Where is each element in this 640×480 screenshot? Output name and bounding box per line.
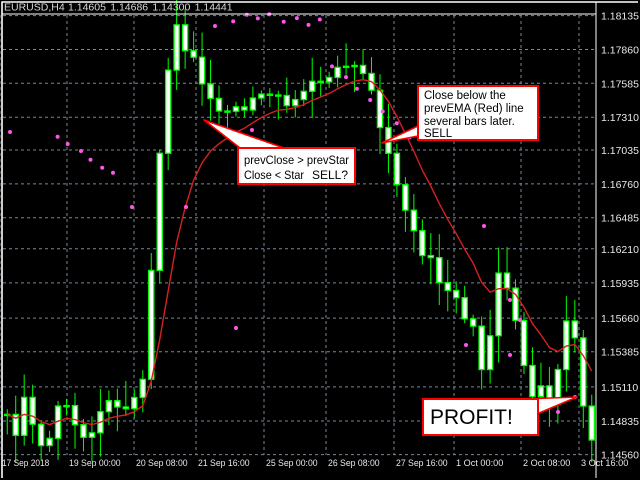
svg-text:1.14835: 1.14835 xyxy=(601,416,639,428)
svg-text:1.16485: 1.16485 xyxy=(601,213,639,225)
svg-text:1.14686: 1.14686 xyxy=(110,2,148,14)
svg-text:17 Sep 2018: 17 Sep 2018 xyxy=(2,458,49,468)
svg-text:1.14605: 1.14605 xyxy=(68,2,106,14)
svg-text:1.15660: 1.15660 xyxy=(601,313,639,325)
svg-text:27 Sep 16:00: 27 Sep 16:00 xyxy=(396,458,448,468)
svg-text:several bars later.: several bars later. xyxy=(424,116,515,128)
svg-text:SELL: SELL xyxy=(424,128,453,140)
svg-text:3 Oct 16:00: 3 Oct 16:00 xyxy=(581,458,628,468)
svg-text:1.16760: 1.16760 xyxy=(601,179,639,191)
svg-text:19 Sep 00:00: 19 Sep 00:00 xyxy=(69,458,121,468)
svg-text:2 Oct 08:00: 2 Oct 08:00 xyxy=(523,458,570,468)
svg-text:1 Oct 00:00: 1 Oct 00:00 xyxy=(456,458,503,468)
svg-text:Close below the: Close below the xyxy=(424,90,506,102)
svg-text:21 Sep 16:00: 21 Sep 16:00 xyxy=(198,458,250,468)
svg-text:1.15935: 1.15935 xyxy=(601,278,639,290)
svg-text:1.17035: 1.17035 xyxy=(601,145,639,157)
svg-text:1.14300: 1.14300 xyxy=(152,2,190,14)
svg-text:Close < Star: Close < Star xyxy=(244,168,304,182)
svg-text:1.16210: 1.16210 xyxy=(601,244,639,256)
svg-text:EURUSD,H4: EURUSD,H4 xyxy=(4,2,65,14)
svg-text:20 Sep 08:00: 20 Sep 08:00 xyxy=(136,458,188,468)
svg-text:1.15110: 1.15110 xyxy=(601,382,638,394)
svg-text:26 Sep 08:00: 26 Sep 08:00 xyxy=(328,458,380,468)
svg-text:1.17310: 1.17310 xyxy=(601,112,639,124)
svg-text:SELL?: SELL? xyxy=(312,168,348,182)
svg-text:1.17860: 1.17860 xyxy=(601,45,639,57)
svg-text:1.14441: 1.14441 xyxy=(195,2,233,14)
svg-text:1.15385: 1.15385 xyxy=(601,347,639,359)
svg-text:PROFIT!: PROFIT! xyxy=(430,406,513,429)
svg-text:prevEMA (Red) line: prevEMA (Red) line xyxy=(424,103,524,115)
svg-text:1.17585: 1.17585 xyxy=(601,78,639,90)
svg-text:1.18135: 1.18135 xyxy=(601,11,639,23)
svg-text:25 Sep 00:00: 25 Sep 00:00 xyxy=(266,458,318,468)
svg-text:prevClose > prevStar: prevClose > prevStar xyxy=(244,153,349,167)
